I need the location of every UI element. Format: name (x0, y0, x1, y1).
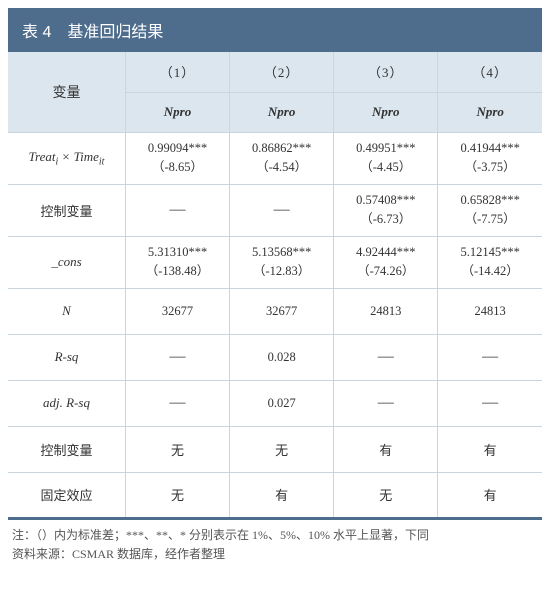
header-row-cols: 变量 （1） （2） （3） （4） (8, 52, 542, 92)
table-cell: 有 (230, 472, 334, 518)
table-row: adj. R-sq—0.027—— (8, 380, 542, 426)
table-cell: 0.57408***（-6.73） (334, 184, 438, 236)
table-row: 控制变量无无有有 (8, 426, 542, 472)
row-label: N (8, 288, 125, 334)
table-cell: 0.49951***（-4.45） (334, 132, 438, 184)
table-cell: 无 (125, 426, 229, 472)
table-cell: 0.65828***（-7.75） (438, 184, 542, 236)
row-label: 固定效应 (8, 472, 125, 518)
table-cell: 有 (438, 472, 542, 518)
table-cell: — (125, 184, 229, 236)
table-cell: 0.99094***（-8.65） (125, 132, 229, 184)
table-cell: 无 (125, 472, 229, 518)
table-cell: — (438, 334, 542, 380)
col-header-1: （1） (125, 52, 229, 92)
table-cell: — (125, 380, 229, 426)
table-cell: — (334, 380, 438, 426)
var-header-cell: 变量 (8, 52, 125, 132)
depvar-1: Npro (125, 92, 229, 132)
table-cell: 5.13568***（-12.83） (230, 236, 334, 288)
table-body: Treati × Timeit0.99094***（-8.65）0.86862*… (8, 132, 542, 518)
col-header-3: （3） (334, 52, 438, 92)
table-title: 表 4 基准回归结果 (8, 8, 542, 52)
row-label: 控制变量 (8, 184, 125, 236)
table-cell: 0.41944***（-3.75） (438, 132, 542, 184)
row-label: 控制变量 (8, 426, 125, 472)
table-cell: — (125, 334, 229, 380)
table-cell: — (438, 380, 542, 426)
table-cell: 32677 (125, 288, 229, 334)
table-cell: 32677 (230, 288, 334, 334)
table-cell: 无 (230, 426, 334, 472)
table-row: R-sq—0.028—— (8, 334, 542, 380)
table-cell: 4.92444***（-74.26） (334, 236, 438, 288)
col-header-4: （4） (438, 52, 542, 92)
table-row: N32677326772481324813 (8, 288, 542, 334)
depvar-2: Npro (230, 92, 334, 132)
table-cell: — (334, 334, 438, 380)
table-cell: 无 (334, 472, 438, 518)
figure-wrap: 表 4 基准回归结果 变量 （1） （2） （3） （4） Npro Npro … (0, 0, 550, 572)
table-cell: — (230, 184, 334, 236)
table-cell: 有 (438, 426, 542, 472)
table-cell: 0.028 (230, 334, 334, 380)
table-cell: 24813 (438, 288, 542, 334)
row-label: R-sq (8, 334, 125, 380)
depvar-3: Npro (334, 92, 438, 132)
table-cell: 有 (334, 426, 438, 472)
row-label: _cons (8, 236, 125, 288)
table-cell: 5.31310***（-138.48） (125, 236, 229, 288)
row-label: Treati × Timeit (8, 132, 125, 184)
note-line-2: 资料来源：CSMAR 数据库，经作者整理 (12, 545, 538, 564)
regression-table: 变量 （1） （2） （3） （4） Npro Npro Npro Npro T… (8, 52, 542, 520)
table-cell: 0.86862***（-4.54） (230, 132, 334, 184)
table-row: Treati × Timeit0.99094***（-8.65）0.86862*… (8, 132, 542, 184)
table-row: _cons5.31310***（-138.48）5.13568***（-12.8… (8, 236, 542, 288)
depvar-4: Npro (438, 92, 542, 132)
table-cell: 24813 (334, 288, 438, 334)
table-row: 控制变量——0.57408***（-6.73）0.65828***（-7.75） (8, 184, 542, 236)
table-cell: 5.12145***（-14.42） (438, 236, 542, 288)
table-notes: 注：（）内为标准差；***、**、* 分别表示在 1%、5%、10% 水平上显著… (8, 520, 542, 564)
table-cell: 0.027 (230, 380, 334, 426)
table-row: 固定效应无有无有 (8, 472, 542, 518)
note-line-1: 注：（）内为标准差；***、**、* 分别表示在 1%、5%、10% 水平上显著… (12, 526, 538, 545)
col-header-2: （2） (230, 52, 334, 92)
row-label: adj. R-sq (8, 380, 125, 426)
